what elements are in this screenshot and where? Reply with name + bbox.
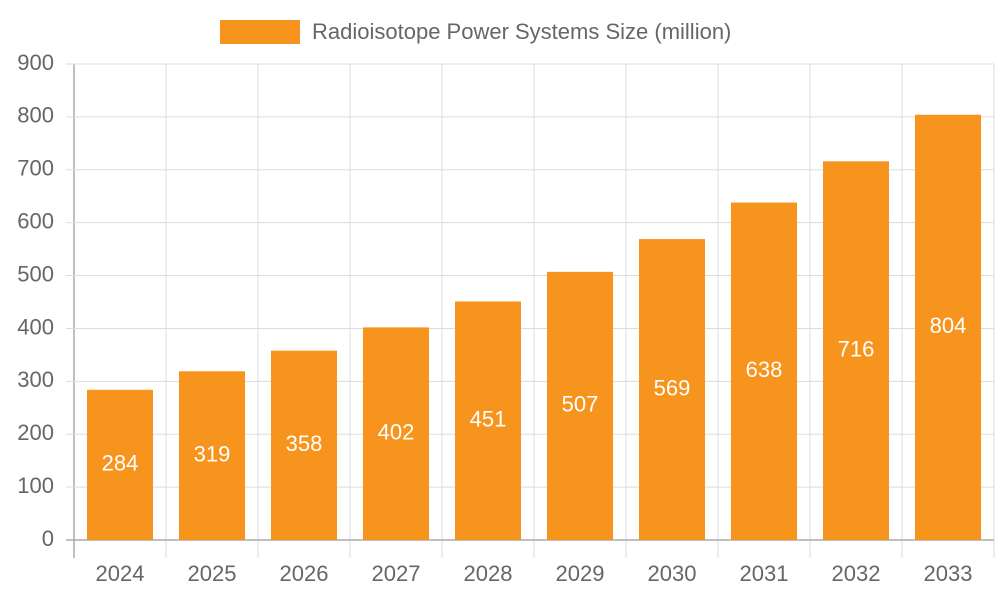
bar (455, 301, 521, 540)
x-tick-label: 2024 (96, 561, 145, 586)
legend-label: Radioisotope Power Systems Size (million… (312, 19, 731, 44)
value-label: 284 (102, 451, 139, 476)
value-label: 638 (746, 357, 783, 382)
bar (87, 389, 153, 540)
bar (179, 371, 245, 540)
y-tick-label: 600 (17, 208, 54, 233)
bar (363, 327, 429, 540)
y-tick-label: 700 (17, 156, 54, 181)
y-tick-label: 800 (17, 103, 54, 128)
value-label: 319 (194, 441, 231, 466)
value-label: 804 (930, 313, 967, 338)
value-label: 402 (378, 420, 415, 445)
bar (639, 239, 705, 540)
bar (731, 202, 797, 540)
x-tick-label: 2027 (372, 561, 421, 586)
value-label: 358 (286, 431, 323, 456)
y-tick-label: 900 (17, 50, 54, 75)
x-tick-label: 2031 (740, 561, 789, 586)
x-tick-label: 2032 (832, 561, 881, 586)
y-tick-label: 300 (17, 367, 54, 392)
x-tick-label: 2033 (924, 561, 973, 586)
value-label: 507 (562, 392, 599, 417)
x-tick-label: 2029 (556, 561, 605, 586)
x-tick-label: 2026 (280, 561, 329, 586)
y-tick-label: 500 (17, 261, 54, 286)
value-label: 716 (838, 336, 875, 361)
y-tick-label: 400 (17, 314, 54, 339)
legend-swatch (220, 20, 300, 44)
bar (915, 114, 981, 541)
y-tick-label: 0 (42, 526, 54, 551)
x-tick-label: 2025 (188, 561, 237, 586)
x-tick-label: 2028 (464, 561, 513, 586)
bar (271, 350, 337, 540)
y-tick-label: 100 (17, 473, 54, 498)
bar (547, 271, 613, 540)
x-tick-label: 2030 (648, 561, 697, 586)
y-tick-label: 200 (17, 420, 54, 445)
value-label: 569 (654, 375, 691, 400)
bar (823, 161, 889, 540)
value-label: 451 (470, 407, 507, 432)
